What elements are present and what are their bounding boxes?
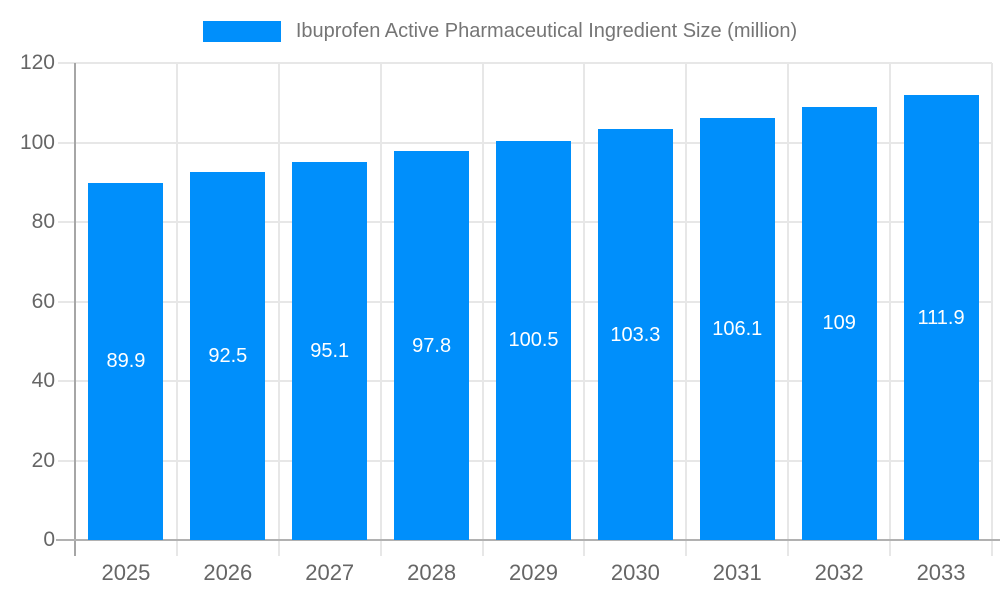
bar[interactable]: 100.5	[496, 140, 571, 540]
y-axis-label: 60	[31, 289, 55, 313]
bar-value-label: 95.1	[310, 339, 350, 362]
bar-value-label: 106.1	[712, 318, 763, 341]
x-axis-tick	[583, 540, 586, 556]
x-axis-label: 2025	[101, 560, 151, 585]
bar[interactable]: 106.1	[699, 118, 775, 540]
bar[interactable]: 111.9	[903, 95, 979, 540]
y-gridline	[75, 62, 992, 64]
x-gridline	[889, 63, 892, 540]
y-axis-tick	[58, 300, 75, 303]
bar-value-label: 92.5	[208, 345, 248, 368]
x-gridline	[583, 63, 586, 540]
x-axis-label: 2027	[305, 560, 355, 585]
bar[interactable]: 103.3	[597, 129, 673, 540]
bar[interactable]: 97.8	[394, 151, 470, 540]
x-axis-label: 2028	[407, 560, 457, 585]
x-axis-tick	[685, 540, 688, 556]
x-axis-label: 2031	[712, 560, 762, 585]
y-axis-label: 0	[43, 528, 55, 551]
legend-label: Ibuprofen Active Pharmaceutical Ingredie…	[295, 20, 798, 42]
y-axis-tick	[58, 62, 75, 64]
x-gridline	[175, 63, 178, 540]
x-gridline	[787, 63, 790, 540]
x-axis-tick	[787, 540, 790, 556]
x-axis-label: 2032	[814, 560, 864, 585]
x-gridline	[481, 63, 484, 540]
legend-swatch	[202, 20, 281, 42]
x-gridline	[991, 63, 993, 540]
bar[interactable]: 95.1	[292, 161, 368, 540]
x-axis-label: 2030	[610, 560, 660, 585]
bar-value-label: 103.3	[610, 323, 661, 346]
bar-value-label: 100.5	[508, 329, 559, 352]
bar[interactable]: 109	[801, 106, 877, 540]
x-axis-tick	[175, 540, 178, 556]
x-axis-tick	[277, 540, 280, 556]
bar[interactable]: 92.5	[190, 172, 266, 540]
y-axis-tick	[58, 459, 75, 462]
chart-legend[interactable]: Ibuprofen Active Pharmaceutical Ingredie…	[0, 20, 1000, 42]
x-axis-line	[56, 539, 1000, 541]
bar-value-label: 109	[822, 312, 856, 335]
bar[interactable]: 89.9	[88, 182, 164, 540]
x-axis-tick	[991, 540, 993, 556]
x-axis-tick	[481, 540, 484, 556]
y-axis-label: 20	[31, 448, 55, 472]
bar-value-label: 111.9	[917, 306, 965, 329]
y-axis-tick	[58, 380, 75, 382]
y-axis-label: 80	[31, 210, 55, 233]
x-axis-tick	[889, 540, 892, 556]
x-gridline	[685, 63, 688, 540]
bar-value-label: 89.9	[106, 350, 146, 373]
y-axis-tick	[58, 141, 75, 144]
x-gridline	[379, 63, 382, 540]
x-axis-label: 2033	[916, 560, 966, 585]
x-axis-tick	[379, 540, 382, 556]
bar-value-label: 97.8	[412, 334, 452, 357]
y-axis-label: 40	[31, 369, 55, 392]
x-gridline	[277, 63, 280, 540]
x-axis-label: 2026	[203, 560, 253, 585]
y-axis-label: 120	[19, 51, 55, 74]
y-axis-line	[74, 63, 76, 556]
y-axis-tick	[58, 221, 75, 223]
x-axis-label: 2029	[509, 560, 558, 585]
y-axis-label: 100	[19, 130, 55, 154]
